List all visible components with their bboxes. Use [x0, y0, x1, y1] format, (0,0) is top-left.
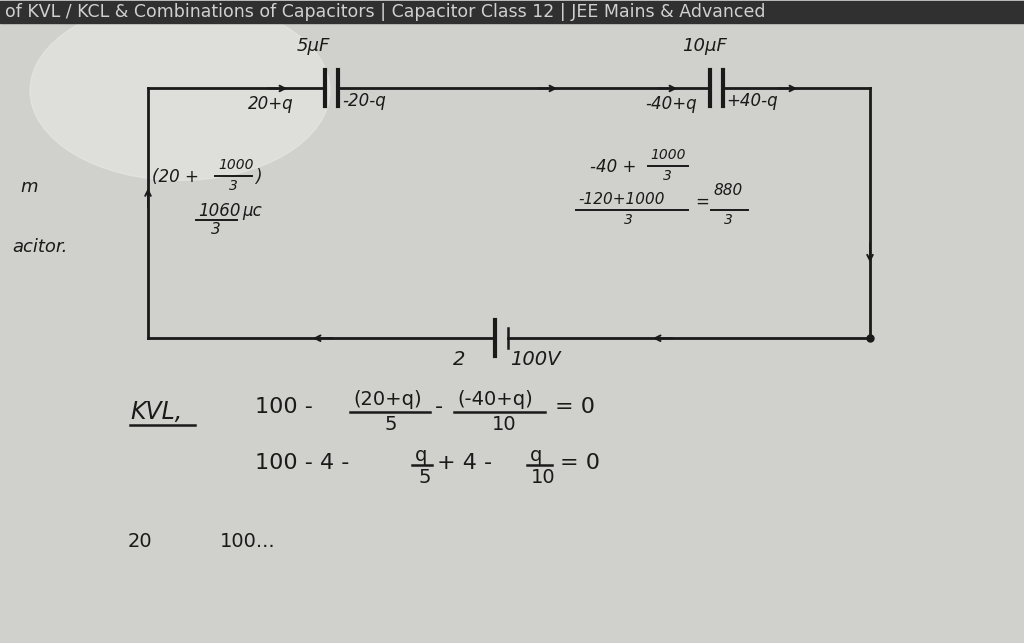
- Text: +40-q: +40-q: [726, 93, 777, 111]
- Text: 5: 5: [419, 468, 431, 487]
- Text: = 0: = 0: [560, 453, 600, 473]
- Text: 1000: 1000: [218, 158, 254, 172]
- Text: 5: 5: [385, 415, 397, 434]
- Text: of KVL / KCL & Combinations of Capacitors | Capacitor Class 12 | JEE Mains & Adv: of KVL / KCL & Combinations of Capacitor…: [5, 3, 766, 21]
- Text: q: q: [530, 446, 543, 465]
- Text: 2: 2: [453, 350, 465, 369]
- Text: 20+q: 20+q: [248, 95, 294, 113]
- Text: -20-q: -20-q: [342, 93, 386, 111]
- Text: + 4 -: + 4 -: [437, 453, 493, 473]
- Text: (20+q): (20+q): [353, 390, 422, 409]
- Text: 5μF: 5μF: [297, 37, 331, 55]
- Text: -40 +: -40 +: [590, 158, 636, 176]
- Text: 20: 20: [128, 532, 153, 551]
- Text: 3: 3: [624, 213, 633, 228]
- Text: acitor.: acitor.: [12, 239, 68, 257]
- Text: = 0: = 0: [555, 397, 595, 417]
- Text: 10: 10: [531, 468, 556, 487]
- Text: 3: 3: [211, 222, 221, 237]
- Text: 100 -: 100 -: [255, 397, 313, 417]
- Text: 3: 3: [229, 179, 238, 194]
- Text: (20 +: (20 +: [152, 168, 199, 186]
- Text: 10: 10: [492, 415, 517, 434]
- Bar: [0, 1, 1024, 23]
- Text: -: -: [435, 397, 443, 417]
- Text: 1060: 1060: [198, 203, 241, 221]
- Text: 3: 3: [724, 213, 733, 228]
- Text: 100...: 100...: [220, 532, 275, 551]
- Text: 1000: 1000: [650, 149, 685, 163]
- Text: =: =: [695, 192, 709, 210]
- Text: (-40+q): (-40+q): [457, 390, 532, 409]
- Text: -40+q: -40+q: [645, 95, 696, 113]
- Text: KVL,: KVL,: [130, 400, 182, 424]
- Ellipse shape: [30, 1, 330, 181]
- Text: 880: 880: [713, 183, 742, 199]
- Text: 100V: 100V: [510, 350, 560, 369]
- Text: 10μF: 10μF: [682, 37, 727, 55]
- Text: μc: μc: [242, 203, 262, 221]
- Text: 100 - 4 -: 100 - 4 -: [255, 453, 349, 473]
- Text: q: q: [415, 446, 427, 465]
- Text: 3: 3: [663, 169, 672, 183]
- Text: m: m: [20, 178, 38, 196]
- Text: -120+1000: -120+1000: [578, 192, 665, 208]
- Text: ): ): [255, 168, 261, 186]
